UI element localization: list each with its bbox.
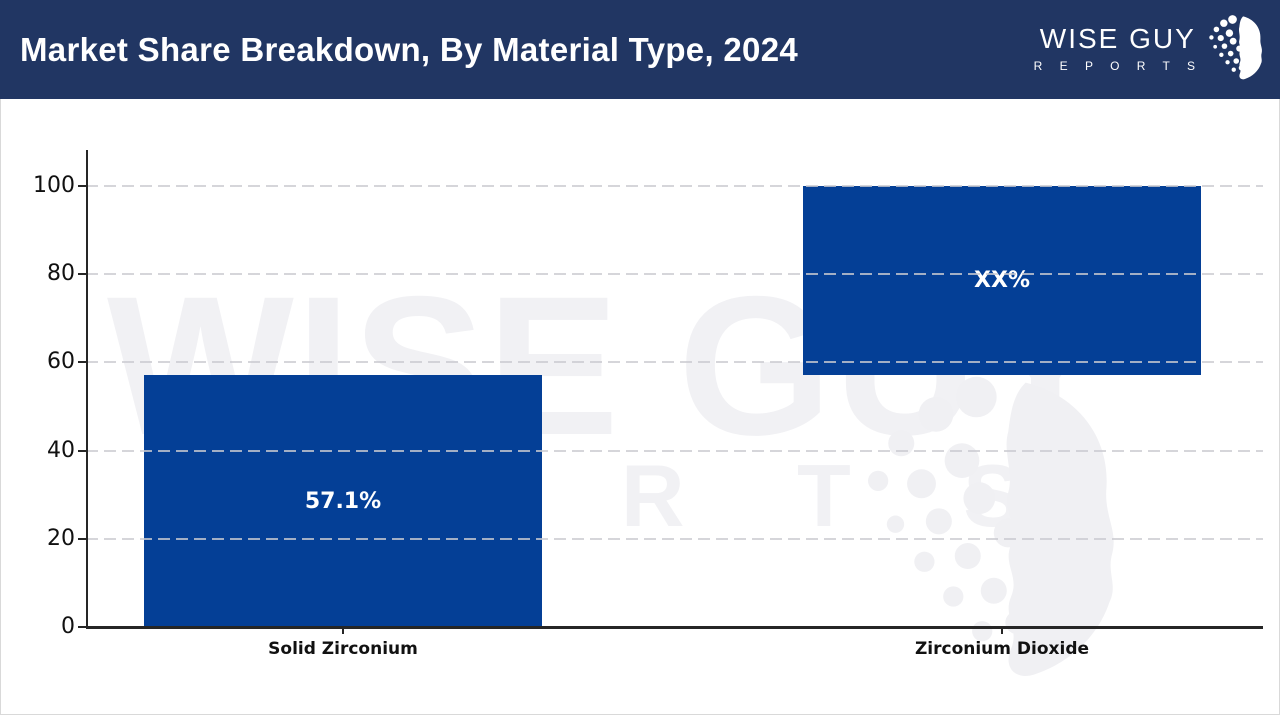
y-tick-label-100: 100 xyxy=(33,173,75,198)
x-tick-0 xyxy=(342,627,344,634)
logo-wordmark: WISE GUY R E P O R T S xyxy=(1034,22,1202,74)
gridline-100 xyxy=(86,185,1263,187)
y-tick-label-40: 40 xyxy=(47,437,75,463)
y-tick-60 xyxy=(78,361,86,364)
y-tick-label-0: 0 xyxy=(61,614,75,639)
y-axis-spine xyxy=(86,150,88,629)
y-tick-label-80: 80 xyxy=(47,261,75,287)
page-title: Market Share Breakdown, By Material Type… xyxy=(20,30,799,68)
bar-value-label: 57.1% xyxy=(304,488,382,514)
chart-canvas: WISE GUY R T S 0 20 40 60 80 100 57.1% Solid Zi… xyxy=(0,99,1280,715)
bar-0: 57.1% xyxy=(144,375,542,627)
bar-value-label: XX% xyxy=(974,268,1030,294)
bar-1: XX% xyxy=(803,186,1201,376)
x-category-label: Solid Zirconium xyxy=(268,639,418,659)
logo-wordmark-line1: WISE GUY xyxy=(1039,23,1196,54)
header-bar: Market Share Breakdown, By Material Type… xyxy=(0,0,1280,99)
y-tick-label-60: 60 xyxy=(47,349,75,375)
x-axis-spine xyxy=(86,626,1263,629)
logo-face-icon xyxy=(1204,8,1266,88)
y-tick-0 xyxy=(78,626,86,628)
gridline-20 xyxy=(86,537,1263,540)
gridline-40 xyxy=(86,449,1263,452)
y-tick-40 xyxy=(78,449,86,452)
gridline-60 xyxy=(86,361,1263,364)
wiseguy-logo: WISE GUY R E P O R T S xyxy=(1034,8,1266,88)
logo-wordmark-line2: R E P O R T S xyxy=(1033,59,1202,73)
x-tick-1 xyxy=(1001,627,1003,634)
gridline-80 xyxy=(86,273,1263,276)
y-tick-100 xyxy=(78,185,86,187)
y-tick-80 xyxy=(78,273,86,276)
y-tick-label-20: 20 xyxy=(47,525,75,551)
y-tick-20 xyxy=(78,537,86,540)
x-category-label: Zirconium Dioxide xyxy=(914,639,1090,659)
